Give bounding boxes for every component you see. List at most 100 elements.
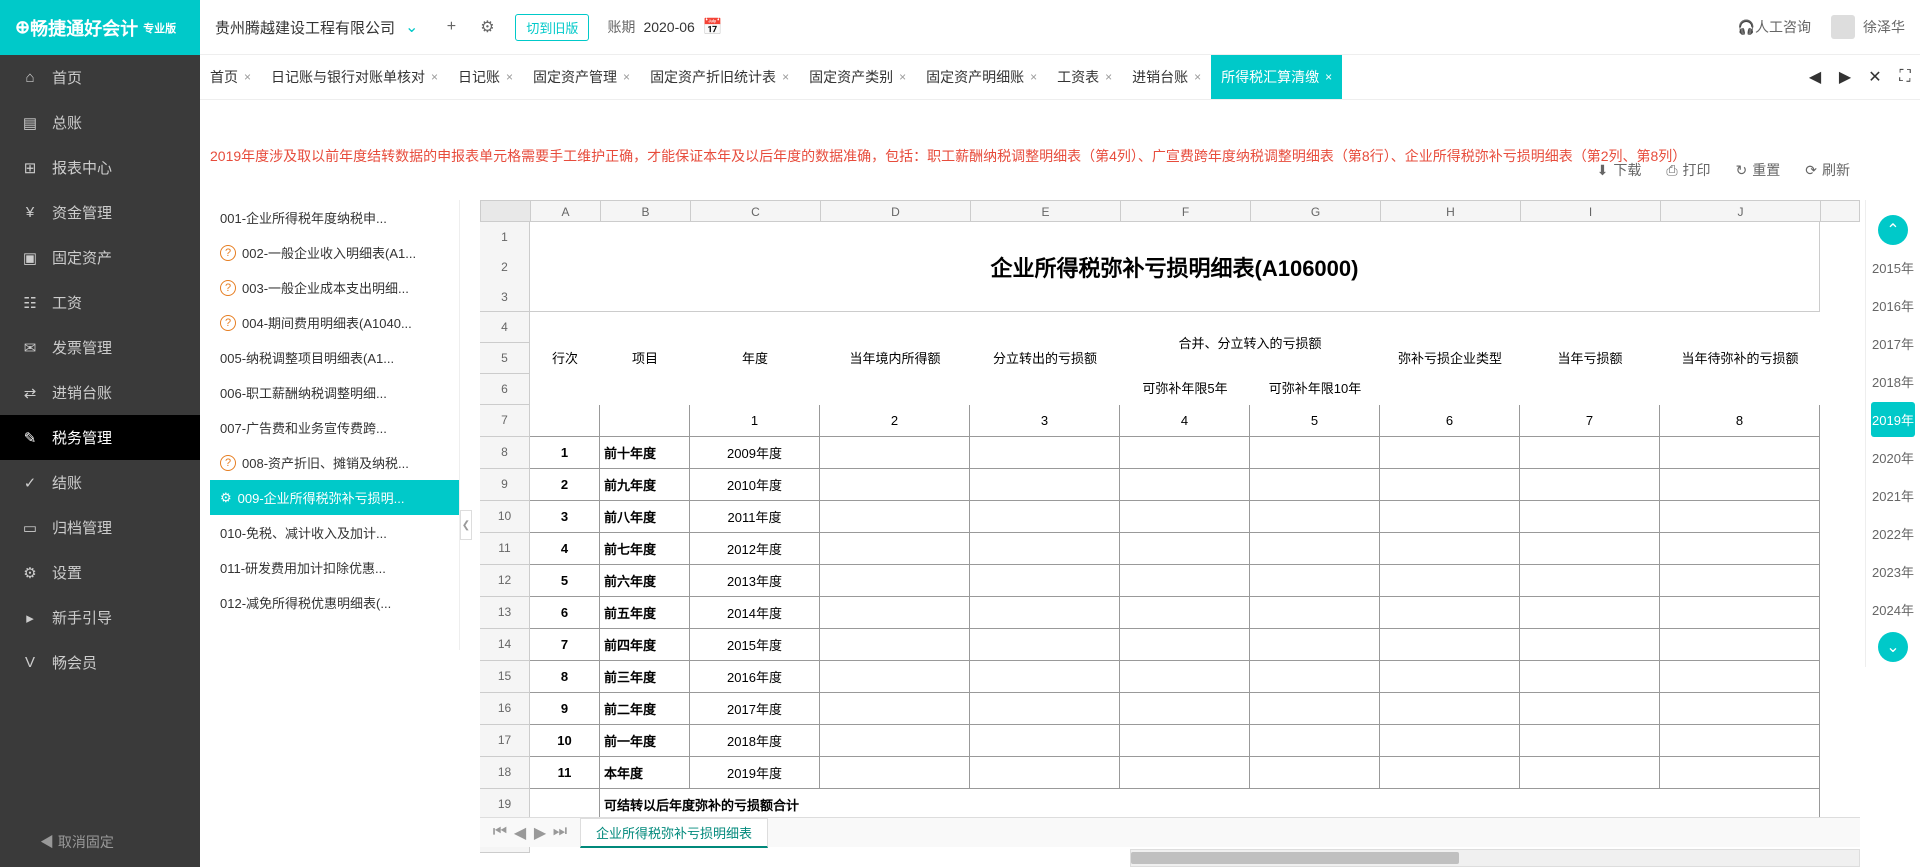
cell[interactable]	[820, 725, 970, 757]
cell[interactable]	[1660, 533, 1820, 565]
year-button[interactable]: 2015年	[1871, 250, 1915, 285]
cell[interactable]	[1520, 469, 1660, 501]
year-button[interactable]: 2022年	[1871, 516, 1915, 551]
help-icon[interactable]: ?	[220, 455, 236, 471]
tab-close-icon[interactable]: ×	[1325, 70, 1332, 84]
cell[interactable]	[1380, 757, 1520, 789]
cell[interactable]	[1120, 629, 1250, 661]
cell[interactable]	[820, 757, 970, 789]
cell[interactable]	[1380, 565, 1520, 597]
cell[interactable]	[1380, 469, 1520, 501]
cell[interactable]: 4	[1120, 405, 1250, 437]
report-item[interactable]: 012-减免所得税优惠明细表(...	[210, 585, 459, 620]
cell[interactable]	[1380, 597, 1520, 629]
tab-close-all-icon[interactable]: ✕	[1860, 62, 1890, 92]
cell[interactable]: 2014年度	[690, 597, 820, 629]
nav-item[interactable]: ⊞报表中心	[0, 145, 200, 190]
col-header[interactable]: F	[1121, 201, 1251, 221]
tab[interactable]: 固定资产明细账×	[916, 55, 1047, 100]
cell[interactable]	[1520, 693, 1660, 725]
cell[interactable]	[820, 437, 970, 469]
col-header[interactable]: G	[1251, 201, 1381, 221]
cell[interactable]	[530, 405, 600, 437]
cell[interactable]: 前五年度	[600, 597, 690, 629]
cell[interactable]: 8	[1660, 405, 1820, 437]
year-button[interactable]: 2019年	[1871, 402, 1915, 437]
cell[interactable]	[1380, 661, 1520, 693]
cell[interactable]: 前四年度	[600, 629, 690, 661]
cell[interactable]	[1660, 757, 1820, 789]
report-item[interactable]: 007-广告费和业务宣传费跨...	[210, 410, 459, 445]
cell[interactable]: 2015年度	[690, 629, 820, 661]
cell[interactable]	[1520, 661, 1660, 693]
cell[interactable]	[1520, 565, 1660, 597]
tab-close-icon[interactable]: ×	[1030, 70, 1037, 84]
row-header[interactable]: 17	[480, 725, 530, 757]
company-dropdown-icon[interactable]: ⌄	[405, 17, 418, 37]
cell[interactable]	[1120, 693, 1250, 725]
old-version-button[interactable]: 切到旧版	[515, 14, 589, 41]
cell[interactable]: 前一年度	[600, 725, 690, 757]
col-header[interactable]: C	[691, 201, 821, 221]
report-item[interactable]: 006-职工薪酬纳税调整明细...	[210, 375, 459, 410]
year-button[interactable]: 2016年	[1871, 288, 1915, 323]
tab[interactable]: 固定资产折旧统计表×	[640, 55, 799, 100]
tab[interactable]: 固定资产类别×	[799, 55, 916, 100]
tab[interactable]: 进销台账×	[1122, 55, 1211, 100]
cell[interactable]: 10	[530, 725, 600, 757]
report-item[interactable]: ?002-一般企业收入明细表(A1...	[210, 235, 459, 270]
cell[interactable]	[1660, 597, 1820, 629]
tab-close-icon[interactable]: ×	[623, 70, 630, 84]
cell[interactable]	[820, 661, 970, 693]
row-header[interactable]: 12	[480, 565, 530, 597]
help-icon[interactable]: ?	[220, 245, 236, 261]
nav-item[interactable]: ⚙设置	[0, 550, 200, 595]
cell[interactable]	[1380, 533, 1520, 565]
cell[interactable]	[1520, 757, 1660, 789]
help-icon[interactable]: ?	[220, 280, 236, 296]
settings-icon[interactable]: ⚙	[472, 12, 502, 42]
year-button[interactable]: 2018年	[1871, 364, 1915, 399]
cell[interactable]: 4	[530, 533, 600, 565]
row-header[interactable]: 16	[480, 693, 530, 725]
cell[interactable]	[1120, 565, 1250, 597]
cell[interactable]: 本年度	[600, 757, 690, 789]
cell[interactable]	[820, 565, 970, 597]
cell[interactable]	[1250, 597, 1380, 629]
row-header[interactable]: 18	[480, 757, 530, 789]
tab-close-icon[interactable]: ×	[506, 70, 513, 84]
cell[interactable]	[820, 533, 970, 565]
row-header[interactable]: 123	[480, 222, 530, 312]
tab[interactable]: 固定资产管理×	[523, 55, 640, 100]
cell[interactable]: 前九年度	[600, 469, 690, 501]
cell[interactable]	[1120, 757, 1250, 789]
cell[interactable]	[1120, 469, 1250, 501]
row-header[interactable]: 15	[480, 661, 530, 693]
nav-item[interactable]: ✎税务管理	[0, 415, 200, 460]
tab-close-icon[interactable]: ×	[1194, 70, 1201, 84]
col-header[interactable]: D	[821, 201, 971, 221]
tool-button[interactable]: ⬇下载	[1597, 160, 1642, 180]
cell[interactable]	[1520, 597, 1660, 629]
year-button[interactable]: 2021年	[1871, 478, 1915, 513]
cell[interactable]: 6	[530, 597, 600, 629]
year-button[interactable]: 2017年	[1871, 326, 1915, 361]
cell[interactable]	[1250, 757, 1380, 789]
nav-item[interactable]: ⌂首页	[0, 55, 200, 100]
help-icon[interactable]: ?	[220, 315, 236, 331]
cell[interactable]: 5	[530, 565, 600, 597]
cell[interactable]	[1660, 437, 1820, 469]
cell[interactable]: 2017年度	[690, 693, 820, 725]
cell[interactable]: 5	[1250, 405, 1380, 437]
cell[interactable]	[1250, 501, 1380, 533]
year-down-icon[interactable]: ⌄	[1878, 632, 1908, 662]
tab[interactable]: 首页×	[200, 55, 261, 100]
cell[interactable]	[1250, 725, 1380, 757]
cell[interactable]	[1120, 597, 1250, 629]
unpin-button[interactable]: ◀ 取消固定	[40, 832, 114, 852]
cell[interactable]: 前十年度	[600, 437, 690, 469]
nav-item[interactable]: ☷工资	[0, 280, 200, 325]
period-value[interactable]: 2020-06	[643, 19, 694, 35]
cell[interactable]	[1520, 725, 1660, 757]
cell[interactable]	[1660, 693, 1820, 725]
